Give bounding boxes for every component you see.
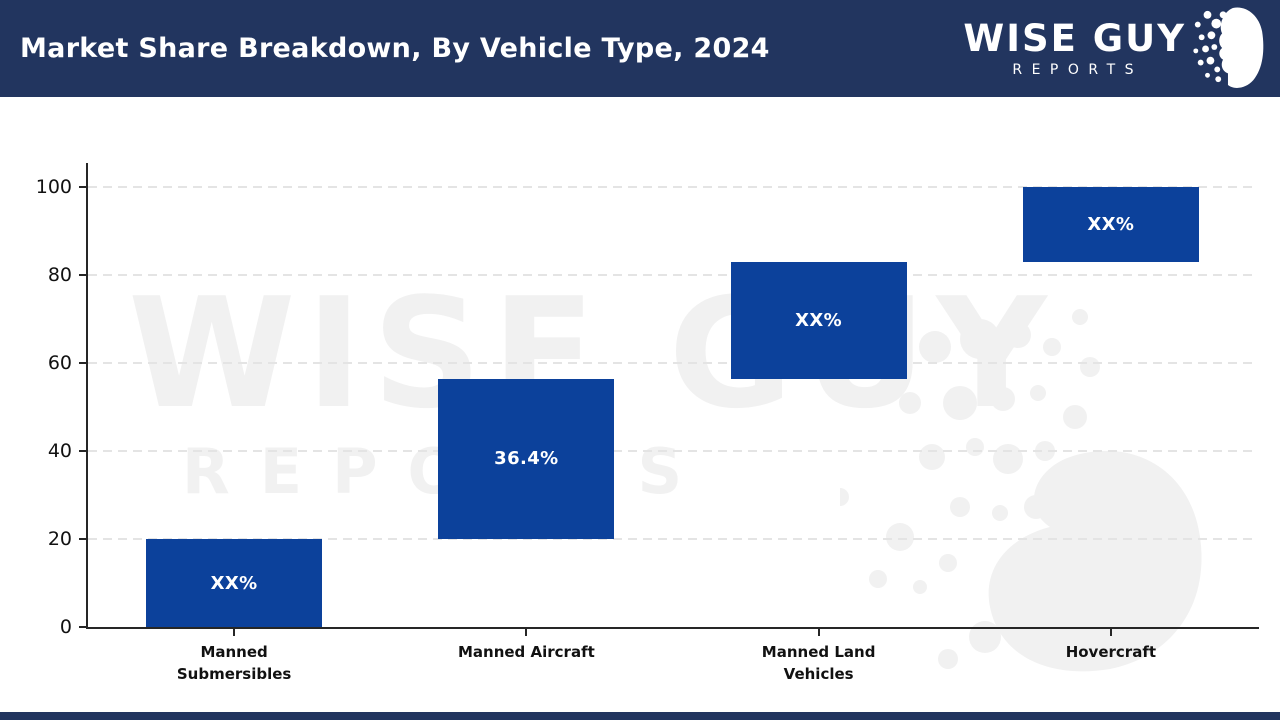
bar: XX% xyxy=(730,261,907,379)
y-gridline xyxy=(88,362,1257,364)
y-gridline xyxy=(88,274,1257,276)
y-tick-label: 40 xyxy=(47,440,72,462)
y-tick-mark xyxy=(79,538,86,540)
header-bar: Market Share Breakdown, By Vehicle Type,… xyxy=(0,0,1280,97)
x-tick-label: Manned Land Vehicles xyxy=(761,643,876,683)
page-title: Market Share Breakdown, By Vehicle Type,… xyxy=(20,33,770,64)
bar-value-label: XX% xyxy=(795,309,843,331)
x-tick-label: Manned Submersibles xyxy=(176,643,292,683)
y-tick-label: 80 xyxy=(47,264,72,286)
x-tick-mark xyxy=(1109,629,1112,636)
bar: 36.4% xyxy=(438,378,615,539)
x-tick-mark xyxy=(817,629,820,636)
y-gridline xyxy=(88,186,1257,188)
y-tick-mark xyxy=(79,626,86,628)
y-tick-label: 100 xyxy=(35,176,72,198)
brand-logo: WISE GUY REPORTS xyxy=(963,4,1266,94)
x-tick-mark xyxy=(233,629,236,636)
y-tick-mark xyxy=(79,186,86,188)
bar-value-label: XX% xyxy=(210,572,258,594)
y-gridline xyxy=(88,538,1257,540)
y-gridline xyxy=(88,450,1257,452)
bar-value-label: 36.4% xyxy=(494,448,559,470)
x-tick-label: Manned Aircraft xyxy=(457,643,595,661)
footer-bar xyxy=(0,712,1280,720)
y-tick-mark xyxy=(79,274,86,276)
bar-value-label: XX% xyxy=(1087,213,1135,235)
bar: XX% xyxy=(146,539,323,627)
y-tick-mark xyxy=(79,450,86,452)
x-axis-line xyxy=(86,627,1259,629)
y-tick-label: 0 xyxy=(59,616,72,638)
y-tick-mark xyxy=(79,362,86,364)
brand-subtitle: REPORTS xyxy=(1012,61,1144,78)
brand-name: WISE GUY xyxy=(963,16,1186,60)
brand-logo-text: WISE GUY REPORTS xyxy=(963,20,1186,78)
y-tick-label: 60 xyxy=(47,352,72,374)
x-tick-label: Hovercraft xyxy=(1065,643,1157,661)
y-tick-label: 20 xyxy=(47,528,72,550)
head-profile-logo-icon xyxy=(1188,4,1266,94)
x-tick-mark xyxy=(525,629,528,636)
y-axis-line xyxy=(86,163,88,629)
bar: XX% xyxy=(1022,187,1199,262)
